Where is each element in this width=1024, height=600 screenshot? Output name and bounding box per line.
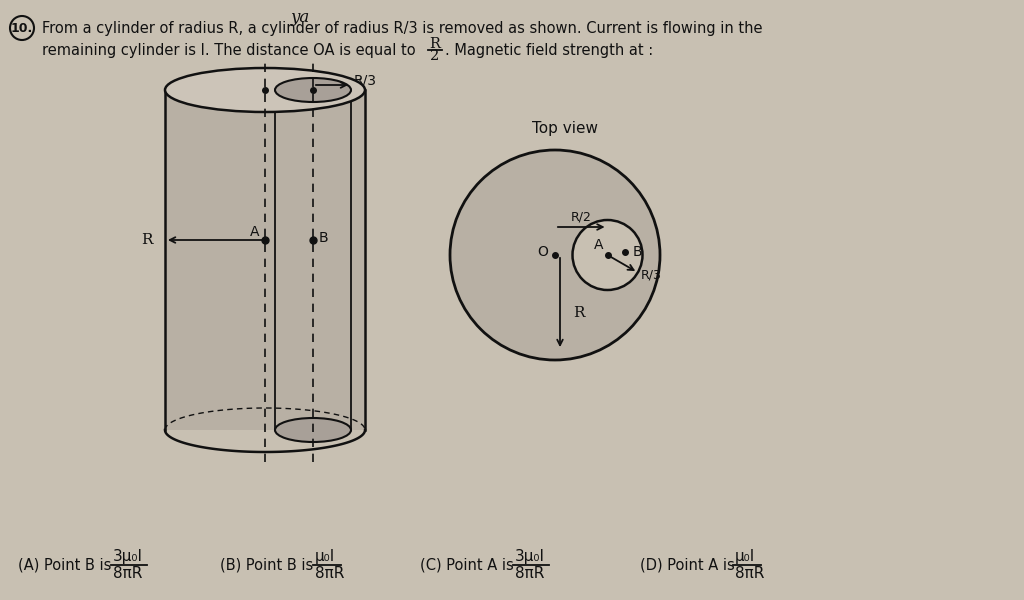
Ellipse shape: [275, 418, 351, 442]
Text: A: A: [250, 225, 260, 239]
Text: R: R: [141, 233, 153, 247]
Text: 8πR: 8πR: [113, 565, 142, 581]
Ellipse shape: [165, 68, 365, 112]
Text: R/3: R/3: [354, 73, 377, 87]
Text: . Magnetic field strength at :: . Magnetic field strength at :: [445, 43, 653, 58]
Text: A: A: [594, 238, 603, 252]
Text: O: O: [538, 245, 549, 259]
Bar: [165, 90, 365, 430]
Text: (B) Point B is: (B) Point B is: [220, 557, 313, 572]
Text: μ₀I: μ₀I: [735, 550, 755, 565]
Circle shape: [572, 220, 642, 290]
Text: 8πR: 8πR: [515, 565, 544, 581]
Text: (A) Point B is: (A) Point B is: [18, 557, 112, 572]
Ellipse shape: [275, 78, 351, 102]
Text: B: B: [318, 231, 328, 245]
Circle shape: [450, 150, 660, 360]
Text: (C) Point A is: (C) Point A is: [420, 557, 514, 572]
Text: From a cylinder of radius R, a cylinder of radius R/3 is removed as shown. Curre: From a cylinder of radius R, a cylinder …: [42, 20, 763, 35]
Text: Top view: Top view: [532, 121, 598, 136]
Text: μ₀I: μ₀I: [314, 550, 335, 565]
Text: 10.: 10.: [11, 22, 33, 34]
Text: R/3: R/3: [641, 269, 662, 282]
Text: 8πR: 8πR: [314, 565, 344, 581]
Text: R/2: R/2: [570, 211, 592, 223]
Text: (D) Point A is: (D) Point A is: [640, 557, 735, 572]
Text: 3μ₀I: 3μ₀I: [113, 550, 142, 565]
Text: remaining cylinder is I. The distance OA is equal to: remaining cylinder is I. The distance OA…: [42, 43, 416, 58]
Text: 8πR: 8πR: [735, 565, 764, 581]
Text: 3μ₀I: 3μ₀I: [515, 550, 545, 565]
Text: R: R: [573, 306, 585, 320]
Text: ya: ya: [291, 9, 309, 26]
Text: 2: 2: [430, 49, 439, 63]
Text: B: B: [632, 245, 642, 259]
Text: R: R: [429, 37, 440, 51]
